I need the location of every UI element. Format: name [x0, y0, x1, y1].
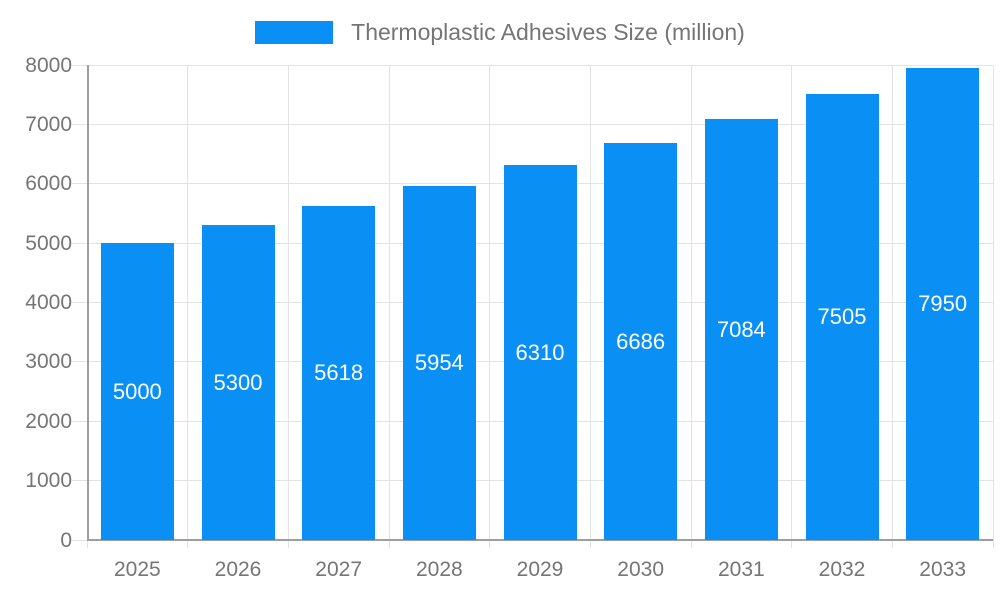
x-tick-mark: [86, 540, 88, 548]
x-tick-label: 2031: [717, 558, 765, 581]
legend-label: Thermoplastic Adhesives Size (million): [351, 18, 745, 45]
y-tick-label: 2000: [25, 409, 72, 433]
bar-value-label: 7505: [817, 304, 867, 330]
x-tick-mark: [791, 540, 793, 548]
y-tick-label: 6000: [25, 172, 72, 196]
x-tick-label: 2030: [617, 558, 665, 581]
y-tick-label: 3000: [25, 350, 72, 374]
bar[interactable]: 7950: [906, 67, 980, 540]
x-tick-label: 2032: [818, 558, 866, 581]
x-gridline: [489, 65, 491, 540]
bar-value-label: 7950: [918, 290, 968, 316]
x-gridline: [891, 65, 893, 540]
bar[interactable]: 6686: [604, 143, 678, 540]
y-gridline: [72, 123, 993, 125]
x-tick-label: 2027: [315, 558, 363, 581]
chart-legend[interactable]: Thermoplastic Adhesives Size (million): [0, 14, 1000, 50]
x-tick-label: 2033: [919, 558, 967, 581]
y-tick-label: 8000: [25, 53, 72, 77]
x-tick-label: 2028: [415, 558, 463, 581]
x-axis-line: [87, 539, 993, 541]
x-gridline: [187, 65, 189, 540]
x-gridline: [791, 65, 793, 540]
bar[interactable]: 5618: [302, 206, 376, 540]
x-tick-mark: [187, 540, 189, 548]
bar[interactable]: 6310: [503, 165, 577, 540]
x-gridline: [690, 65, 692, 540]
y-axis-line: [87, 65, 89, 540]
x-gridline: [992, 65, 994, 540]
legend-swatch-icon: [255, 20, 334, 44]
plot-area: 5000 5300 5618 5954 6310 6686 7084 7505 7950: [72, 64, 994, 548]
x-tick-mark: [690, 540, 692, 548]
bar-value-label: 5000: [112, 378, 162, 404]
x-tick-mark: [589, 540, 591, 548]
y-tick-label: 5000: [25, 231, 72, 255]
bar[interactable]: 5000: [100, 243, 174, 540]
x-tick-mark: [992, 540, 994, 548]
x-tick-label: 2026: [214, 558, 262, 581]
bar[interactable]: 5954: [402, 186, 476, 540]
bar-value-label: 6310: [515, 339, 565, 365]
y-tick-label: 4000: [25, 291, 72, 314]
bar[interactable]: 7505: [805, 94, 879, 540]
x-gridline: [589, 65, 591, 540]
x-tick-label: 2025: [113, 558, 161, 581]
bar-value-label: 7084: [716, 316, 766, 342]
bar[interactable]: 7084: [704, 119, 778, 540]
x-tick-label: 2029: [516, 558, 564, 581]
x-tick-mark: [891, 540, 893, 548]
bar-value-label: 5954: [414, 350, 464, 376]
x-gridline: [287, 65, 289, 540]
bar-value-label: 6686: [616, 328, 666, 354]
x-tick-mark: [388, 540, 390, 548]
bar-value-label: 5618: [314, 360, 364, 386]
y-tick-label: 7000: [25, 112, 72, 136]
y-gridline: [72, 64, 993, 66]
x-tick-mark: [287, 540, 289, 548]
bar[interactable]: 5300: [201, 225, 275, 540]
bar-value-label: 5300: [213, 369, 263, 395]
x-gridline: [388, 65, 390, 540]
x-tick-mark: [489, 540, 491, 548]
y-tick-label: 1000: [25, 469, 72, 493]
y-tick-label: 0: [60, 528, 72, 552]
